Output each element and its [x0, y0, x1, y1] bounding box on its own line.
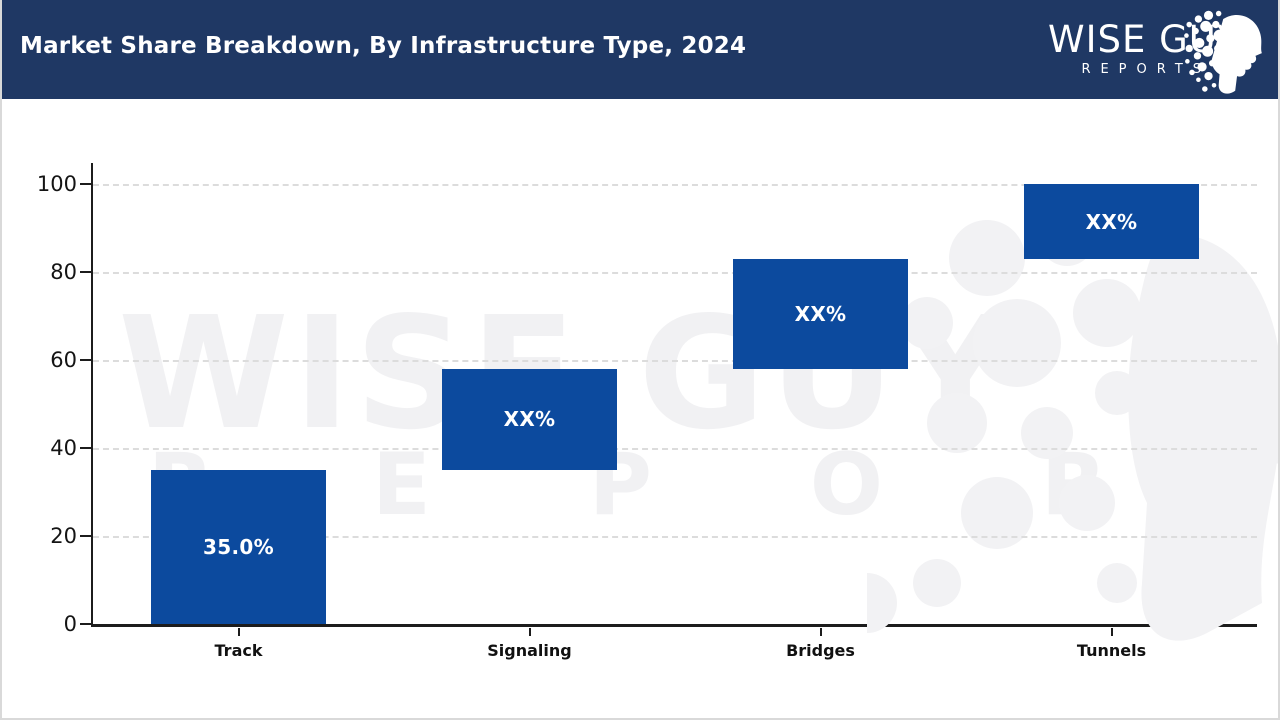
y-tick-mark [80, 271, 91, 274]
y-tick-label: 80 [50, 260, 77, 285]
x-tick-mark [237, 628, 240, 636]
y-gridline [93, 360, 1257, 363]
y-gridline [93, 272, 1257, 275]
bar-value-label: XX% [1085, 209, 1138, 234]
bar-value-label: XX% [503, 407, 556, 432]
y-tick-label: 40 [50, 436, 77, 461]
bar-tunnels: XX% [1024, 184, 1199, 259]
header-bar: Market Share Breakdown, By Infrastructur… [2, 0, 1278, 99]
y-tick-mark [80, 183, 91, 186]
logo-subtitle: REPORTS [1081, 61, 1212, 77]
bar-signaling: XX% [442, 368, 617, 471]
y-tick-mark [80, 623, 91, 625]
chart-title: Market Share Breakdown, By Infrastructur… [20, 33, 747, 59]
y-gridline [93, 448, 1257, 451]
x-category-label: Bridges [786, 641, 855, 660]
x-tick-mark [819, 628, 822, 636]
y-tick-label: 0 [63, 612, 77, 636]
y-tick-mark [80, 447, 91, 450]
bar-value-label: 35.0% [203, 535, 274, 560]
x-category-label: Track [214, 641, 263, 660]
x-tick-mark [1110, 628, 1113, 636]
bar-track: 35.0% [151, 470, 326, 624]
y-tick-label: 20 [50, 524, 77, 549]
x-category-label: Signaling [487, 641, 572, 660]
y-gridline [93, 536, 1257, 539]
logo-face-icon [1184, 10, 1262, 94]
y-gridline [93, 184, 1257, 187]
wise-guy-logo: WISE GUY REPORTS [1018, 6, 1268, 96]
y-tick-mark [80, 359, 91, 362]
x-tick-mark [528, 628, 531, 636]
y-tick-label: 100 [36, 172, 77, 197]
x-category-label: Tunnels [1076, 641, 1147, 660]
bar-bridges: XX% [733, 258, 908, 369]
y-tick-mark [80, 535, 91, 538]
y-tick-label: 60 [50, 348, 77, 373]
bar-value-label: XX% [794, 301, 847, 326]
plot-area: WISE GUY R E P O R T S 02040608010035.0%… [37, 163, 1278, 660]
